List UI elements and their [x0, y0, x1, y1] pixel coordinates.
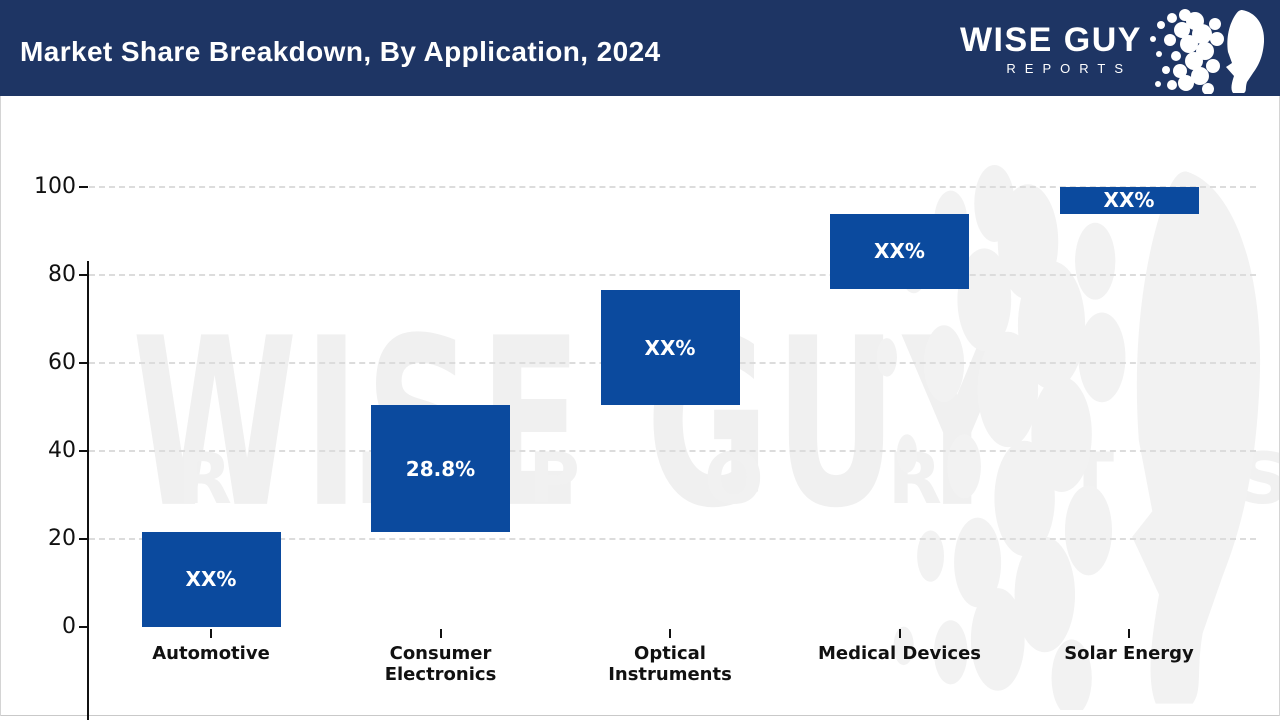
y-tick-label-60: 60	[48, 350, 76, 375]
y-axis-line	[87, 261, 89, 720]
x-tick-solar-energy	[1128, 629, 1130, 638]
x-tick-consumer-electronics	[439, 629, 442, 638]
bar-automotive: XX%	[141, 531, 281, 627]
wise-guy-reports-logo: WISE GUY REPORTS	[960, 4, 1272, 94]
bar-value-label-optical-instruments: XX%	[644, 335, 696, 360]
watermark-face-icon	[876, 165, 1261, 710]
y-tick-40	[79, 450, 88, 452]
gridline-80	[89, 274, 1256, 276]
y-tick-label-40: 40	[48, 438, 76, 463]
gridline-20	[89, 538, 1256, 540]
header-band: Market Share Breakdown, By Application, …	[0, 0, 1280, 96]
x-tick-label-consumer-electronics: Consumer Electronics	[384, 643, 497, 685]
x-tick-label-automotive: Automotive	[152, 643, 270, 664]
y-tick-label-100: 100	[34, 174, 76, 199]
bar-medical-devices: XX%	[830, 213, 969, 290]
bar-consumer-electronics: 28.8%	[371, 405, 510, 532]
page-left-border	[0, 96, 1, 716]
bar-value-label-solar-energy: XX%	[1103, 188, 1155, 213]
bar-solar-energy: XX%	[1059, 186, 1199, 214]
page-title: Market Share Breakdown, By Application, …	[20, 36, 661, 67]
gridline-40	[89, 450, 1256, 452]
watermark-wiseguy-text: WISE GUY	[132, 290, 1018, 560]
bar-value-label-automotive: XX%	[185, 567, 237, 592]
page-bottom-border	[0, 715, 1280, 716]
x-tick-automotive	[210, 629, 212, 638]
y-tick-label-0: 0	[62, 614, 76, 639]
y-tick-label-20: 20	[48, 526, 76, 551]
bar-value-label-consumer-electronics: 28.8%	[405, 456, 476, 481]
y-tick-0	[79, 626, 88, 628]
x-tick-label-medical-devices: Medical Devices	[817, 643, 982, 664]
y-tick-80	[79, 274, 88, 276]
face-profile-logo-icon	[1150, 9, 1265, 94]
x-tick-label-optical-instruments: Optical Instruments	[608, 643, 732, 685]
gridline-100	[89, 186, 1256, 188]
bar-value-label-medical-devices: XX%	[874, 239, 925, 264]
y-tick-20	[79, 538, 88, 540]
y-tick-label-80: 80	[48, 262, 76, 287]
x-tick-label-solar-energy: Solar Energy	[1064, 643, 1194, 664]
x-tick-optical-instruments	[669, 629, 671, 638]
y-tick-100	[79, 186, 88, 188]
y-tick-60	[79, 362, 88, 364]
x-tick-medical-devices	[898, 629, 901, 638]
logo-reports-text: REPORTS	[1006, 61, 1132, 76]
bar-optical-instruments: XX%	[600, 289, 740, 406]
logo-wiseguy-text: WISE GUY	[959, 21, 1142, 59]
chart-plot-area: 0 20 40 60 80 100 XX% Automotive 28.8% Consumer E…	[0, 96, 1280, 720]
